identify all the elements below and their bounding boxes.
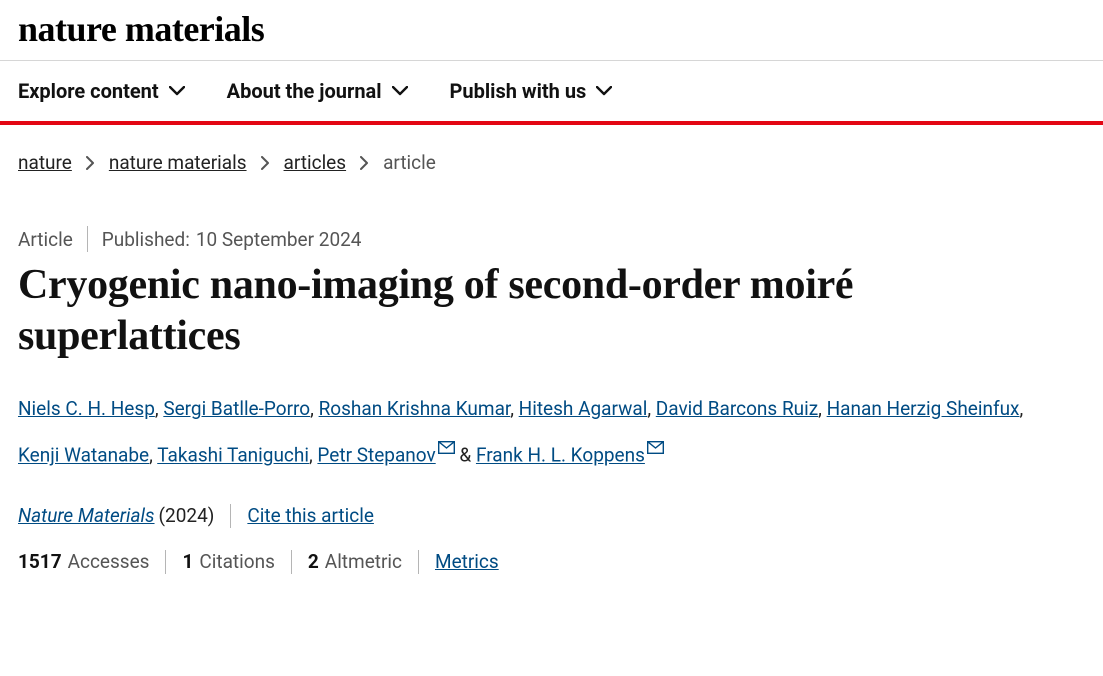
author-link[interactable]: Sergi Batlle-Porro [163, 397, 310, 420]
nav-publish-with-us[interactable]: Publish with us [450, 79, 613, 103]
metrics-link[interactable]: Metrics [435, 550, 499, 573]
chevron-right-icon [360, 156, 369, 170]
author-link[interactable]: Niels C. H. Hesp [18, 397, 155, 420]
breadcrumb-link-nature[interactable]: nature [18, 151, 72, 174]
article-type: Article [18, 228, 73, 251]
nav-explore-content[interactable]: Explore content [18, 79, 185, 103]
published-prefix: Published: [102, 228, 190, 251]
author-link[interactable]: David Barcons Ruiz [656, 397, 818, 420]
chevron-right-icon [86, 156, 95, 170]
altmetric-count: 2 [308, 550, 319, 573]
author-list: Niels C. H. Hesp, Sergi Batlle-Porro, Ro… [0, 362, 1103, 475]
nav-item-label: About the journal [227, 79, 382, 103]
author-link[interactable]: Roshan Krishna Kumar [319, 397, 511, 420]
citations-label: Citations [199, 550, 275, 573]
chevron-right-icon [261, 156, 270, 170]
chevron-down-icon [596, 86, 612, 96]
breadcrumb: nature nature materials articles article [0, 125, 1103, 174]
breadcrumb-link-nature-materials[interactable]: nature materials [109, 151, 247, 174]
divider [87, 226, 88, 252]
author-link[interactable]: Hitesh Agarwal [519, 397, 648, 420]
metrics-row: 1517 Accesses 1 Citations 2 Altmetric Me… [0, 528, 1103, 574]
altmetric-label: Altmetric [325, 550, 402, 573]
citation-row: Nature Materials (2024) Cite this articl… [0, 476, 1103, 528]
journal-link[interactable]: Nature Materials [18, 504, 155, 527]
divider [291, 550, 292, 574]
author-link[interactable]: Petr Stepanov [317, 444, 435, 467]
brand-logo[interactable]: nature materials [0, 0, 1103, 60]
author-link[interactable]: Frank H. L. Koppens [476, 444, 645, 467]
breadcrumb-current: article [383, 151, 436, 174]
divider [165, 550, 166, 574]
main-nav: Explore content About the journal Publis… [0, 61, 1103, 125]
cite-this-article-link[interactable]: Cite this article [247, 504, 374, 527]
accesses-count: 1517 [18, 550, 62, 573]
citations-count: 1 [182, 550, 193, 573]
author-link[interactable]: Kenji Watanabe [18, 444, 149, 467]
mail-icon[interactable] [438, 429, 455, 468]
nav-about-journal[interactable]: About the journal [227, 79, 408, 103]
chevron-down-icon [169, 86, 185, 96]
accesses-label: Accesses [68, 550, 150, 573]
nav-item-label: Explore content [18, 79, 159, 103]
nav-item-label: Publish with us [450, 79, 587, 103]
article-title: Cryogenic nano-imaging of second-order m… [0, 252, 1103, 362]
mail-icon[interactable] [647, 429, 664, 468]
breadcrumb-link-articles[interactable]: articles [284, 151, 347, 174]
divider [418, 550, 419, 574]
published-date: 10 September 2024 [196, 228, 362, 251]
citation-year: (2024) [159, 504, 215, 527]
divider [230, 504, 231, 528]
author-link[interactable]: Takashi Taniguchi [157, 444, 309, 467]
author-link[interactable]: Hanan Herzig Sheinfux [827, 397, 1020, 420]
chevron-down-icon [392, 86, 408, 96]
article-meta: Article Published: 10 September 2024 [0, 174, 1103, 252]
